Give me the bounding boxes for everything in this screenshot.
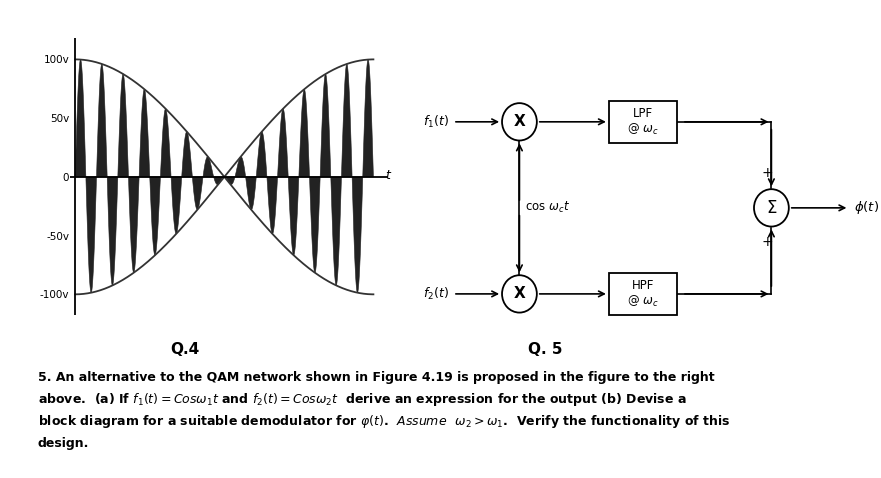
- Text: +: +: [762, 166, 774, 180]
- Text: block diagram for a suitable demodulator for $\varphi(t)$.  $Assume$  $\omega_2 : block diagram for a suitable demodulator…: [38, 413, 730, 430]
- Bar: [609, 273, 677, 315]
- Text: cos $\omega_c t$: cos $\omega_c t$: [525, 200, 570, 216]
- Text: X: X: [514, 114, 525, 130]
- Text: 5. An alternative to the QAM network shown in Figure 4.19 is proposed in the fig: 5. An alternative to the QAM network sho…: [38, 371, 714, 384]
- Circle shape: [754, 189, 788, 227]
- Circle shape: [502, 103, 537, 141]
- Bar: [609, 101, 677, 143]
- Text: $f_2(t)$: $f_2(t)$: [423, 286, 449, 302]
- Text: $\phi(t)$: $\phi(t)$: [854, 199, 879, 217]
- Text: above.  (a) If $f_1(t) = Cos\omega_1 t$ and $f_2(t) = Cos\omega_2 t$  derive an : above. (a) If $f_1(t) = Cos\omega_1 t$ a…: [38, 391, 686, 408]
- Text: LPF
$@\ \omega_c$: LPF $@\ \omega_c$: [627, 107, 659, 137]
- Circle shape: [502, 275, 537, 313]
- Text: +: +: [762, 235, 774, 250]
- Text: $f_1(t)$: $f_1(t)$: [423, 114, 449, 130]
- Text: Σ: Σ: [766, 199, 777, 217]
- Text: Q.4: Q.4: [170, 342, 200, 357]
- Text: Q. 5: Q. 5: [528, 342, 562, 357]
- Text: X: X: [514, 286, 525, 302]
- Text: $t$: $t$: [385, 169, 393, 182]
- Text: design.: design.: [38, 437, 89, 450]
- Text: HPF
$@\ \omega_c$: HPF $@\ \omega_c$: [627, 279, 659, 309]
